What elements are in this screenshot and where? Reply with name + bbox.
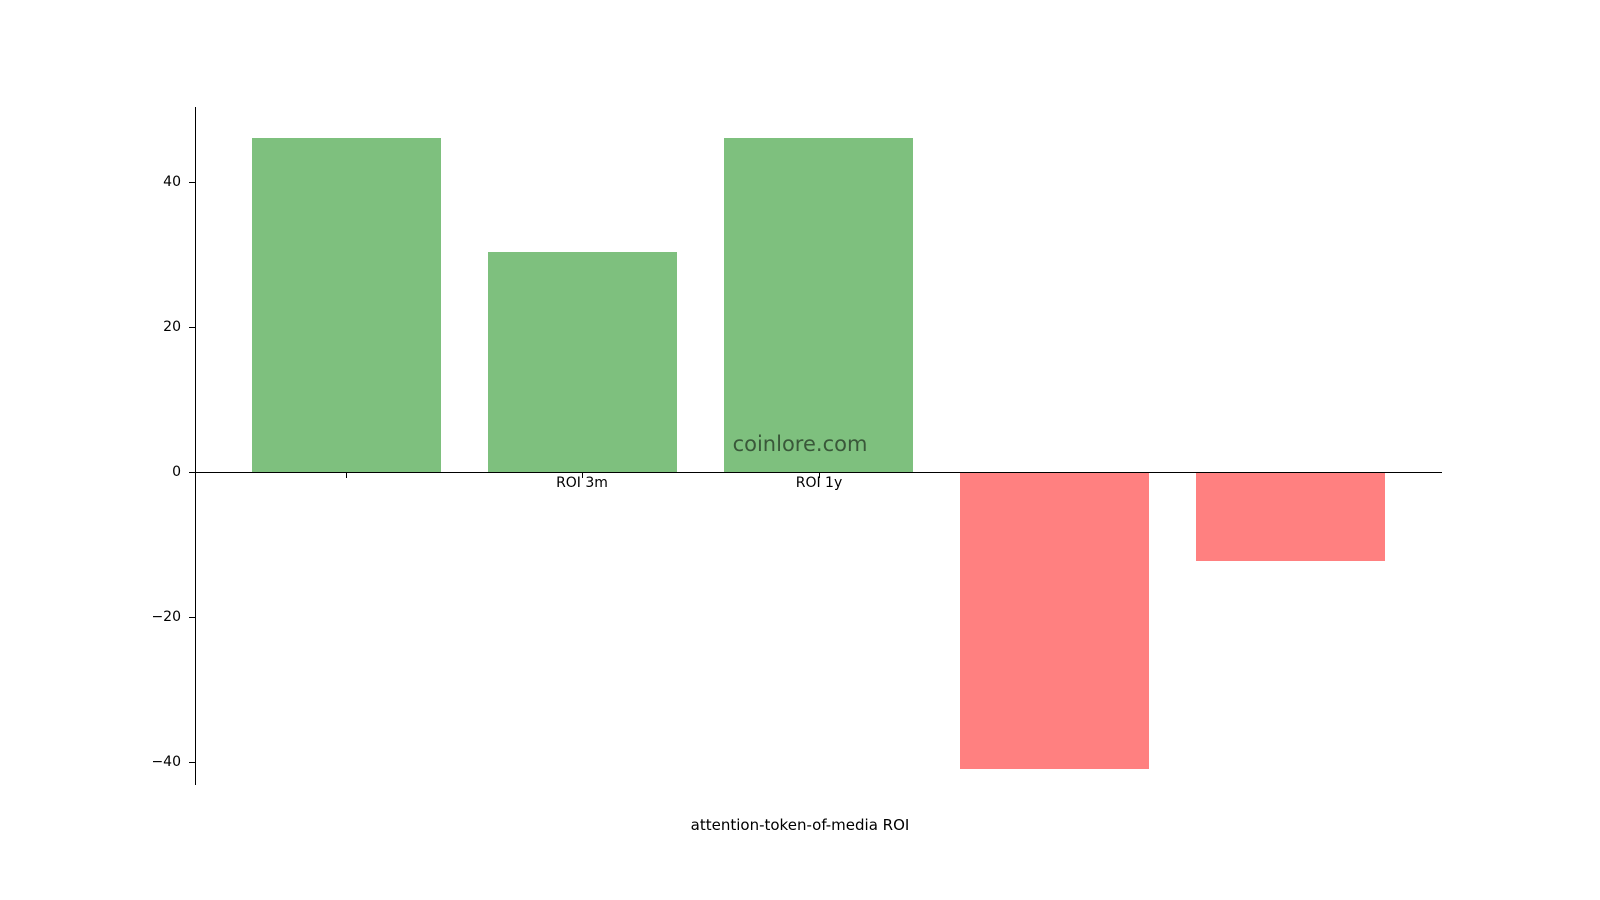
y-tick — [189, 327, 195, 328]
bar-unlabeled-5 — [1196, 473, 1385, 561]
x-tick-label: ROI 3m — [556, 475, 608, 491]
x-tick — [582, 473, 583, 478]
y-axis-line — [195, 107, 196, 785]
y-tick-label: 20 — [163, 319, 181, 335]
x-tick-label: ROI 1y — [795, 475, 843, 491]
bar-roi-3m — [488, 252, 677, 472]
y-tick-label: 0 — [172, 464, 181, 480]
y-tick — [189, 617, 195, 618]
y-tick-label: −40 — [151, 754, 181, 770]
y-tick-label: −20 — [151, 609, 181, 625]
bar-roi-1y — [724, 138, 913, 472]
watermark-text: coinlore.com — [732, 432, 868, 456]
x-tick — [819, 473, 820, 478]
chart-caption: attention-token-of-media ROI — [690, 816, 910, 834]
y-tick-label: 40 — [163, 174, 181, 190]
x-tick — [346, 473, 347, 478]
y-tick — [189, 182, 195, 183]
x-axis-zero-line — [195, 472, 1442, 473]
bar-unlabeled-1 — [252, 138, 441, 472]
y-tick — [189, 472, 195, 473]
y-tick — [189, 762, 195, 763]
bar-unlabeled-4 — [960, 473, 1149, 769]
